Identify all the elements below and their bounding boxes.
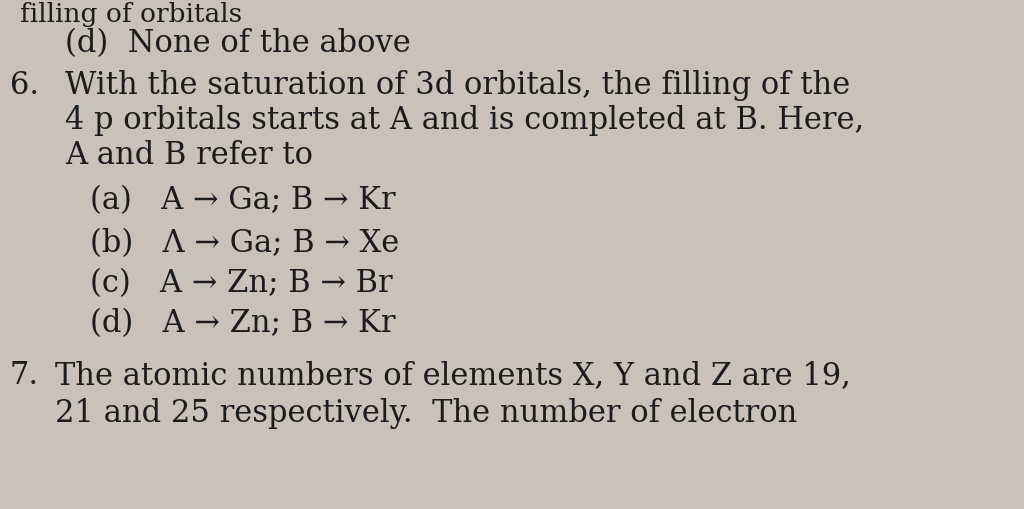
Text: 4 p orbitals starts at A and is completed at B. Here,: 4 p orbitals starts at A and is complete… — [65, 105, 864, 136]
Text: (d)   A → Zn; B → Kr: (d) A → Zn; B → Kr — [90, 307, 395, 338]
Text: 7.: 7. — [10, 359, 39, 390]
Text: (c)   A → Zn; B → Br: (c) A → Zn; B → Br — [90, 267, 392, 298]
Text: (d)  None of the above: (d) None of the above — [65, 28, 411, 59]
Text: A and B refer to: A and B refer to — [65, 140, 313, 171]
Text: (a)   A → Ga; B → Kr: (a) A → Ga; B → Kr — [90, 185, 395, 216]
Text: With the saturation of 3d orbitals, the filling of the: With the saturation of 3d orbitals, the … — [65, 70, 850, 101]
Text: filling of orbitals: filling of orbitals — [20, 2, 242, 27]
Text: 21 and 25 respectively.  The number of electron: 21 and 25 respectively. The number of el… — [55, 397, 798, 428]
Text: (b)   Λ → Ga; B → Xe: (b) Λ → Ga; B → Xe — [90, 228, 399, 259]
Text: The atomic numbers of elements X, Y and Z are 19,: The atomic numbers of elements X, Y and … — [55, 359, 851, 390]
Text: 6.: 6. — [10, 70, 39, 101]
